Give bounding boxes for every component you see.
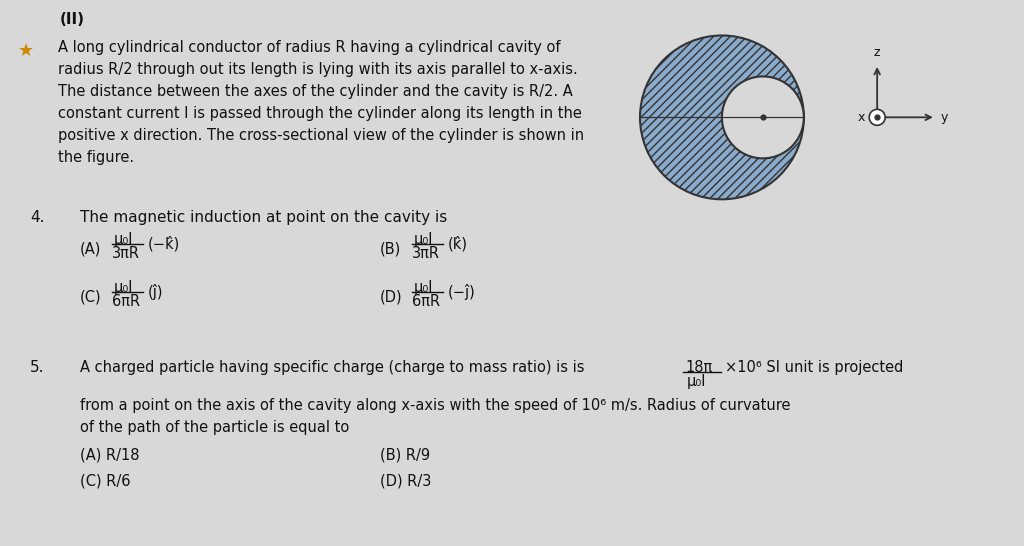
Text: 5.: 5.: [30, 360, 44, 375]
Text: from a point on the axis of the cavity along x-axis with the speed of 10⁶ m/s. R: from a point on the axis of the cavity a…: [80, 398, 791, 413]
Text: radius R/2 through out its length is lying with its axis parallel to x-axis.: radius R/2 through out its length is lyi…: [58, 62, 578, 77]
Text: 4.: 4.: [30, 210, 44, 225]
Text: A long cylindrical conductor of radius R having a cylindrical cavity of: A long cylindrical conductor of radius R…: [58, 40, 560, 55]
Text: (C): (C): [80, 290, 101, 305]
Text: z: z: [873, 46, 881, 59]
Text: positive x direction. The cross-sectional view of the cylinder is shown in: positive x direction. The cross-sectiona…: [58, 128, 584, 143]
Text: y: y: [941, 111, 948, 124]
Text: ★: ★: [18, 42, 34, 60]
Text: 18π: 18π: [685, 360, 713, 375]
Text: 3πR: 3πR: [412, 246, 440, 261]
Circle shape: [869, 109, 885, 126]
Text: 6πR: 6πR: [112, 294, 140, 309]
Text: (A): (A): [80, 242, 101, 257]
Text: μ₀I: μ₀I: [114, 232, 133, 247]
Text: (B): (B): [380, 242, 401, 257]
Text: (−k̂): (−k̂): [148, 236, 180, 252]
Circle shape: [722, 76, 804, 158]
Text: (II): (II): [60, 12, 85, 27]
Text: μ₀I: μ₀I: [414, 280, 433, 295]
Text: (k̂): (k̂): [449, 236, 468, 252]
Text: ×10⁶ SI unit is projected: ×10⁶ SI unit is projected: [725, 360, 903, 375]
Text: (−ĵ): (−ĵ): [449, 284, 476, 300]
Circle shape: [640, 35, 804, 199]
Text: μ₀I: μ₀I: [414, 232, 433, 247]
Text: (C) R/6: (C) R/6: [80, 474, 130, 489]
Text: of the path of the particle is equal to: of the path of the particle is equal to: [80, 420, 349, 435]
Text: A charged particle having specific charge (charge to mass ratio) is is: A charged particle having specific charg…: [80, 360, 585, 375]
Text: (B) R/9: (B) R/9: [380, 448, 430, 463]
Text: (D): (D): [380, 290, 402, 305]
Text: The distance between the axes of the cylinder and the cavity is R/2. A: The distance between the axes of the cyl…: [58, 84, 572, 99]
Text: μ₀I: μ₀I: [687, 374, 707, 389]
Text: (A) R/18: (A) R/18: [80, 448, 139, 463]
Text: the figure.: the figure.: [58, 150, 134, 165]
Text: x: x: [858, 111, 865, 124]
Text: (D) R/3: (D) R/3: [380, 474, 431, 489]
Text: 6πR: 6πR: [412, 294, 440, 309]
Text: 3πR: 3πR: [112, 246, 140, 261]
Text: μ₀I: μ₀I: [114, 280, 133, 295]
Text: The magnetic induction at point on the cavity is: The magnetic induction at point on the c…: [80, 210, 447, 225]
Text: (ĵ): (ĵ): [148, 284, 164, 300]
Text: constant current I is passed through the cylinder along its length in the: constant current I is passed through the…: [58, 106, 582, 121]
